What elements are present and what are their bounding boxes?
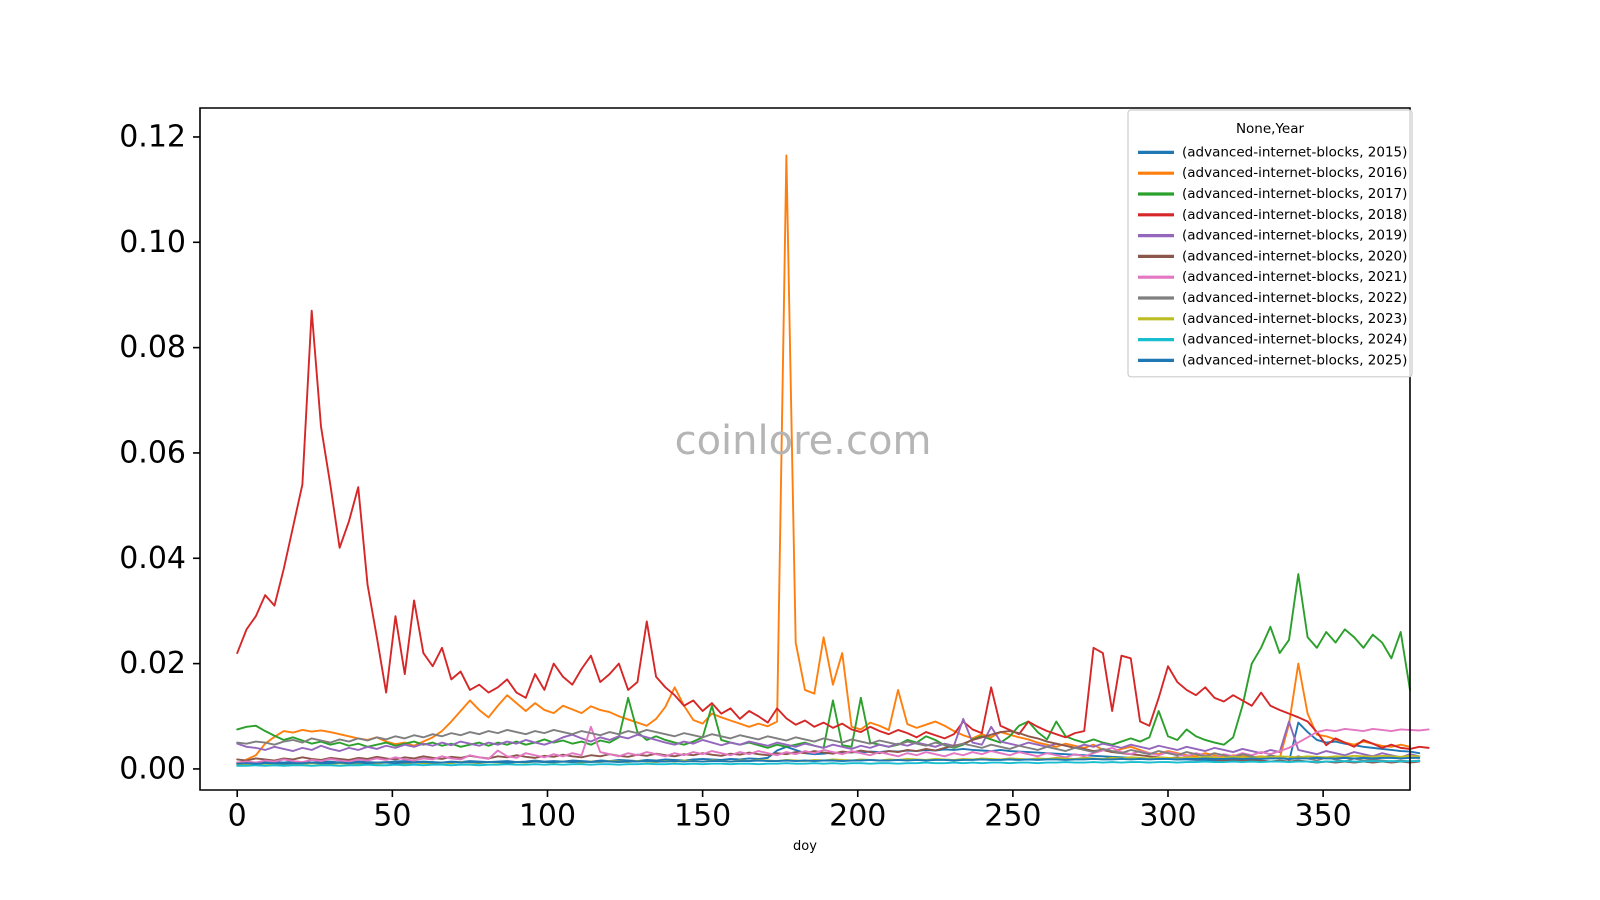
legend-item-label: (advanced-internet-blocks, 2020) [1182, 248, 1407, 264]
legend-item-2018[interactable]: (advanced-internet-blocks, 2018) [1138, 207, 1407, 223]
legend-item-label: (advanced-internet-blocks, 2021) [1182, 269, 1407, 285]
y-tick-label: 0.12 [119, 119, 186, 154]
watermark-text: coinlore.com [675, 418, 932, 464]
y-tick-label: 0.02 [119, 646, 186, 681]
legend-item-2017[interactable]: (advanced-internet-blocks, 2017) [1138, 186, 1407, 202]
legend-item-label: (advanced-internet-blocks, 2022) [1182, 290, 1407, 306]
legend-item-label: (advanced-internet-blocks, 2015) [1182, 144, 1407, 160]
legend-title: None,Year [1236, 121, 1305, 137]
legend-item-2020[interactable]: (advanced-internet-blocks, 2020) [1138, 248, 1407, 264]
series-line-2018 [236, 309, 1430, 750]
series-line-2025 [236, 756, 1421, 765]
series-layer [236, 154, 1430, 767]
legend-item-label: (advanced-internet-blocks, 2019) [1182, 228, 1407, 244]
legend-item-2016[interactable]: (advanced-internet-blocks, 2016) [1138, 165, 1407, 181]
legend-item-2015[interactable]: (advanced-internet-blocks, 2015) [1138, 144, 1407, 160]
y-tick-label: 0.04 [119, 541, 186, 576]
x-tick-label: 0 [228, 799, 247, 834]
x-tick-label: 150 [674, 799, 731, 834]
x-tick-label: 350 [1294, 799, 1351, 834]
legend-box[interactable] [1127, 109, 1413, 378]
legend-item-label: (advanced-internet-blocks, 2018) [1182, 207, 1407, 223]
legend-item-2022[interactable]: (advanced-internet-blocks, 2022) [1138, 290, 1407, 306]
series-line-2019 [236, 717, 1421, 759]
axes-layer: 0.00 0.02 0.04 0.06 0.08 0.10 0.12 0 50 100 150 200… [119, 107, 1411, 854]
legend-item-2019[interactable]: (advanced-internet-blocks, 2019) [1138, 228, 1407, 244]
legend-item-2023[interactable]: (advanced-internet-blocks, 2023) [1138, 311, 1407, 327]
legend-item-label: (advanced-internet-blocks, 2024) [1182, 332, 1407, 348]
y-tick-label: 0.00 [119, 751, 186, 786]
x-tick-label: 300 [1139, 799, 1196, 834]
axes-frame [199, 107, 1411, 791]
legend-item-2021[interactable]: (advanced-internet-blocks, 2021) [1138, 269, 1407, 285]
y-tick-label: 0.10 [119, 225, 186, 260]
legend[interactable]: None,Year (advanced-internet-blocks, 2015… [1127, 109, 1413, 378]
legend-item-2024[interactable]: (advanced-internet-blocks, 2024) [1138, 332, 1407, 348]
legend-item-label: (advanced-internet-blocks, 2016) [1182, 165, 1407, 181]
x-tick-label: 100 [519, 799, 576, 834]
legend-item-label: (advanced-internet-blocks, 2025) [1182, 352, 1407, 368]
x-axis-label: doy [793, 839, 817, 854]
legend-item-2025[interactable]: (advanced-internet-blocks, 2025) [1138, 352, 1407, 368]
x-tick-label: 50 [373, 799, 411, 834]
series-line-2022 [236, 729, 1421, 763]
legend-item-label: (advanced-internet-blocks, 2017) [1182, 186, 1407, 202]
series-line-2024 [236, 760, 1421, 767]
series-line-2016 [236, 154, 1411, 765]
y-tick-label: 0.06 [119, 435, 186, 470]
series-line-2021 [236, 725, 1430, 764]
y-tick-label: 0.08 [119, 330, 186, 365]
x-tick-label: 200 [829, 799, 886, 834]
x-tick-label: 250 [984, 799, 1041, 834]
legend-item-label: (advanced-internet-blocks, 2023) [1182, 311, 1407, 327]
